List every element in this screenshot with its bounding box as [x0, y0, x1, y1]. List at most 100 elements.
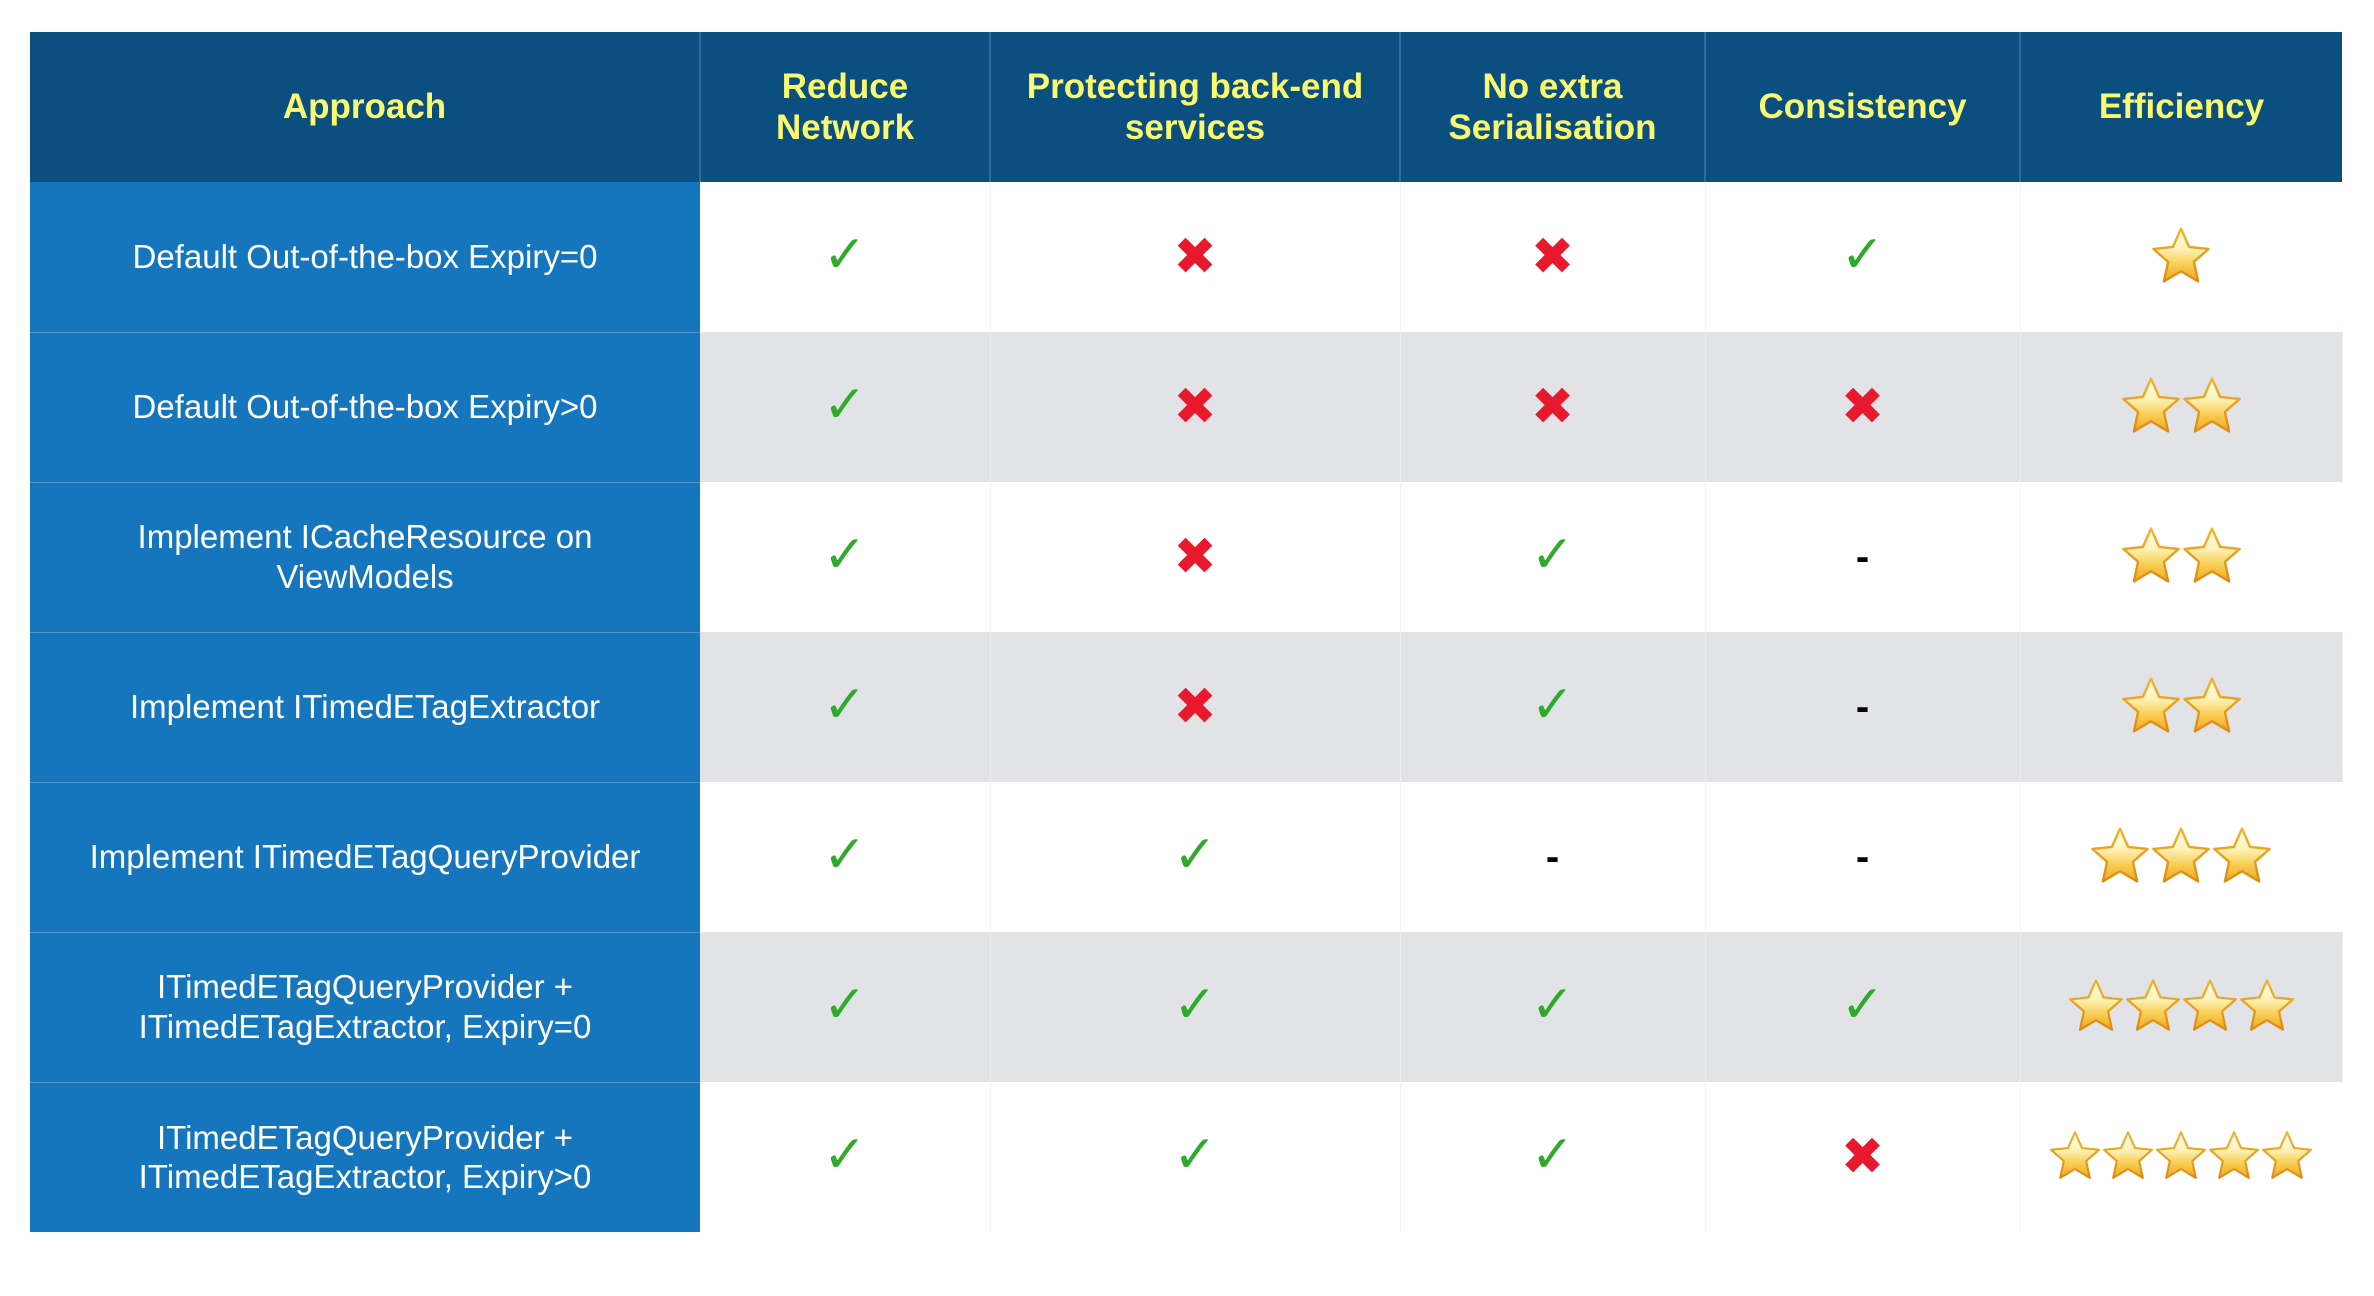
- star-icon: [2156, 1130, 2207, 1179]
- cell-efficiency: [2020, 1082, 2342, 1232]
- table-body: Default Out-of-the-box Expiry=0 ✓ ✖ ✖ ✓ Defau…: [30, 182, 2343, 1232]
- cross-icon: ✖: [1840, 377, 1885, 437]
- star-icon: [2182, 978, 2237, 1031]
- check-icon: ✓: [822, 675, 867, 735]
- efficiency-rating: [2121, 525, 2242, 585]
- cell-protecting-backend-services: ✓: [990, 1082, 1401, 1232]
- not-applicable-dash: -: [1545, 835, 1560, 879]
- efficiency-rating: [2068, 977, 2295, 1033]
- check-icon: ✓: [822, 975, 867, 1035]
- approach-label: Implement ICacheResource on ViewModels: [30, 482, 700, 633]
- cross-icon: ✖: [1530, 377, 1575, 437]
- table-row: Implement ITimedETagExtractor ✓ ✖ ✓ -: [30, 632, 2343, 783]
- star-icon: [2103, 1130, 2154, 1179]
- cell-reduce-network: ✓: [700, 782, 991, 932]
- column-header-approach: Approach: [30, 32, 701, 182]
- cell-efficiency: [2020, 482, 2342, 632]
- efficiency-rating: [2049, 1129, 2313, 1181]
- cell-no-extra-serialisation: ✓: [1400, 1082, 1706, 1232]
- check-icon: ✓: [1173, 825, 1217, 885]
- cell-efficiency: [2020, 932, 2343, 1082]
- table-row: Default Out-of-the-box Expiry=0 ✓ ✖ ✖ ✓: [30, 182, 2342, 333]
- check-icon: ✓: [1530, 975, 1575, 1035]
- cell-no-extra-serialisation: ✖: [1400, 332, 1706, 482]
- table-header: Approach Reduce Network Protecting back-…: [30, 32, 2342, 182]
- table-row: ITimedETagQueryProvider + ITimedETagExtr…: [30, 932, 2343, 1083]
- star-icon: [2121, 376, 2180, 433]
- efficiency-rating: [2121, 375, 2242, 435]
- check-icon: ✓: [1173, 975, 1217, 1035]
- not-applicable-dash: -: [1855, 685, 1870, 729]
- cell-protecting-backend-services: ✖: [990, 482, 1401, 632]
- column-header-no-extra-serialisation: No extra Serialisation: [1400, 32, 1706, 182]
- check-icon: ✓: [822, 1125, 867, 1185]
- cell-consistency: -: [1705, 482, 2021, 632]
- approach-label: Default Out-of-the-box Expiry>0: [30, 332, 700, 483]
- cell-reduce-network: ✓: [700, 182, 991, 332]
- efficiency-rating: [2090, 825, 2272, 885]
- column-header-reduce-network: Reduce Network: [700, 32, 991, 182]
- star-icon: [2050, 1130, 2101, 1179]
- cell-reduce-network: ✓: [700, 332, 991, 482]
- check-icon: ✓: [1530, 675, 1575, 735]
- check-icon: ✓: [1530, 525, 1575, 585]
- header-row: Approach Reduce Network Protecting back-…: [30, 32, 2342, 182]
- cell-no-extra-serialisation: ✓: [1400, 932, 1706, 1082]
- cell-protecting-backend-services: ✖: [990, 632, 1401, 782]
- cell-consistency: -: [1705, 782, 2021, 932]
- cell-efficiency: [2020, 632, 2343, 782]
- table-row: Implement ICacheResource on ViewModels ✓ ✖…: [30, 482, 2342, 633]
- approach-comparison-table: Approach Reduce Network Protecting back-…: [30, 32, 2343, 1232]
- approach-label: Default Out-of-the-box Expiry=0: [30, 182, 700, 333]
- cell-no-extra-serialisation: ✖: [1400, 182, 1706, 332]
- cross-icon: ✖: [1173, 527, 1217, 587]
- star-icon: [2239, 978, 2294, 1031]
- approach-label: Implement ITimedETagExtractor: [30, 632, 700, 783]
- cell-reduce-network: ✓: [700, 1082, 991, 1232]
- not-applicable-dash: -: [1855, 835, 1870, 879]
- cell-protecting-backend-services: ✖: [990, 332, 1401, 482]
- cell-efficiency: [2020, 332, 2343, 482]
- star-icon: [2091, 826, 2150, 883]
- star-icon: [2121, 526, 2180, 583]
- cell-reduce-network: ✓: [700, 482, 991, 632]
- check-icon: ✓: [1530, 1125, 1575, 1185]
- cell-consistency: ✖: [1705, 332, 2021, 482]
- approach-label: ITimedETagQueryProvider + ITimedETagExtr…: [30, 932, 700, 1083]
- star-icon: [2152, 826, 2211, 883]
- cell-protecting-backend-services: ✓: [990, 932, 1401, 1082]
- star-icon: [2213, 826, 2272, 883]
- star-icon: [2209, 1130, 2260, 1179]
- efficiency-rating: [2121, 675, 2242, 735]
- star-icon: [2068, 978, 2123, 1031]
- cross-icon: ✖: [1840, 1127, 1885, 1187]
- cross-icon: ✖: [1530, 227, 1575, 287]
- cell-no-extra-serialisation: -: [1400, 782, 1706, 932]
- cell-no-extra-serialisation: ✓: [1400, 632, 1706, 782]
- cell-protecting-backend-services: ✓: [990, 782, 1401, 932]
- cross-icon: ✖: [1173, 677, 1217, 737]
- cell-efficiency: [2020, 182, 2342, 332]
- star-icon: [2262, 1130, 2313, 1179]
- cell-no-extra-serialisation: ✓: [1400, 482, 1706, 632]
- cell-consistency: -: [1705, 632, 2021, 782]
- cell-consistency: ✖: [1705, 1082, 2021, 1232]
- check-icon: ✓: [1840, 975, 1885, 1035]
- cell-consistency: ✓: [1705, 932, 2021, 1082]
- star-icon: [2182, 376, 2241, 433]
- cell-efficiency: [2020, 782, 2342, 932]
- check-icon: ✓: [822, 825, 867, 885]
- check-icon: ✓: [1840, 225, 1885, 285]
- cell-reduce-network: ✓: [700, 632, 991, 782]
- column-header-protecting-backend-services: Protecting back-end services: [990, 32, 1401, 182]
- table-row: Implement ITimedETagQueryProvider ✓ ✓ - -: [30, 782, 2342, 933]
- star-icon: [2152, 226, 2211, 283]
- cell-reduce-network: ✓: [700, 932, 991, 1082]
- cross-icon: ✖: [1173, 377, 1217, 437]
- check-icon: ✓: [822, 525, 867, 585]
- approach-label: ITimedETagQueryProvider + ITimedETagExtr…: [30, 1082, 700, 1232]
- check-icon: ✓: [822, 375, 867, 435]
- approach-label: Implement ITimedETagQueryProvider: [30, 782, 700, 933]
- column-header-efficiency: Efficiency: [2020, 32, 2342, 182]
- comparison-table-container: Approach Reduce Network Protecting back-…: [30, 32, 2343, 1232]
